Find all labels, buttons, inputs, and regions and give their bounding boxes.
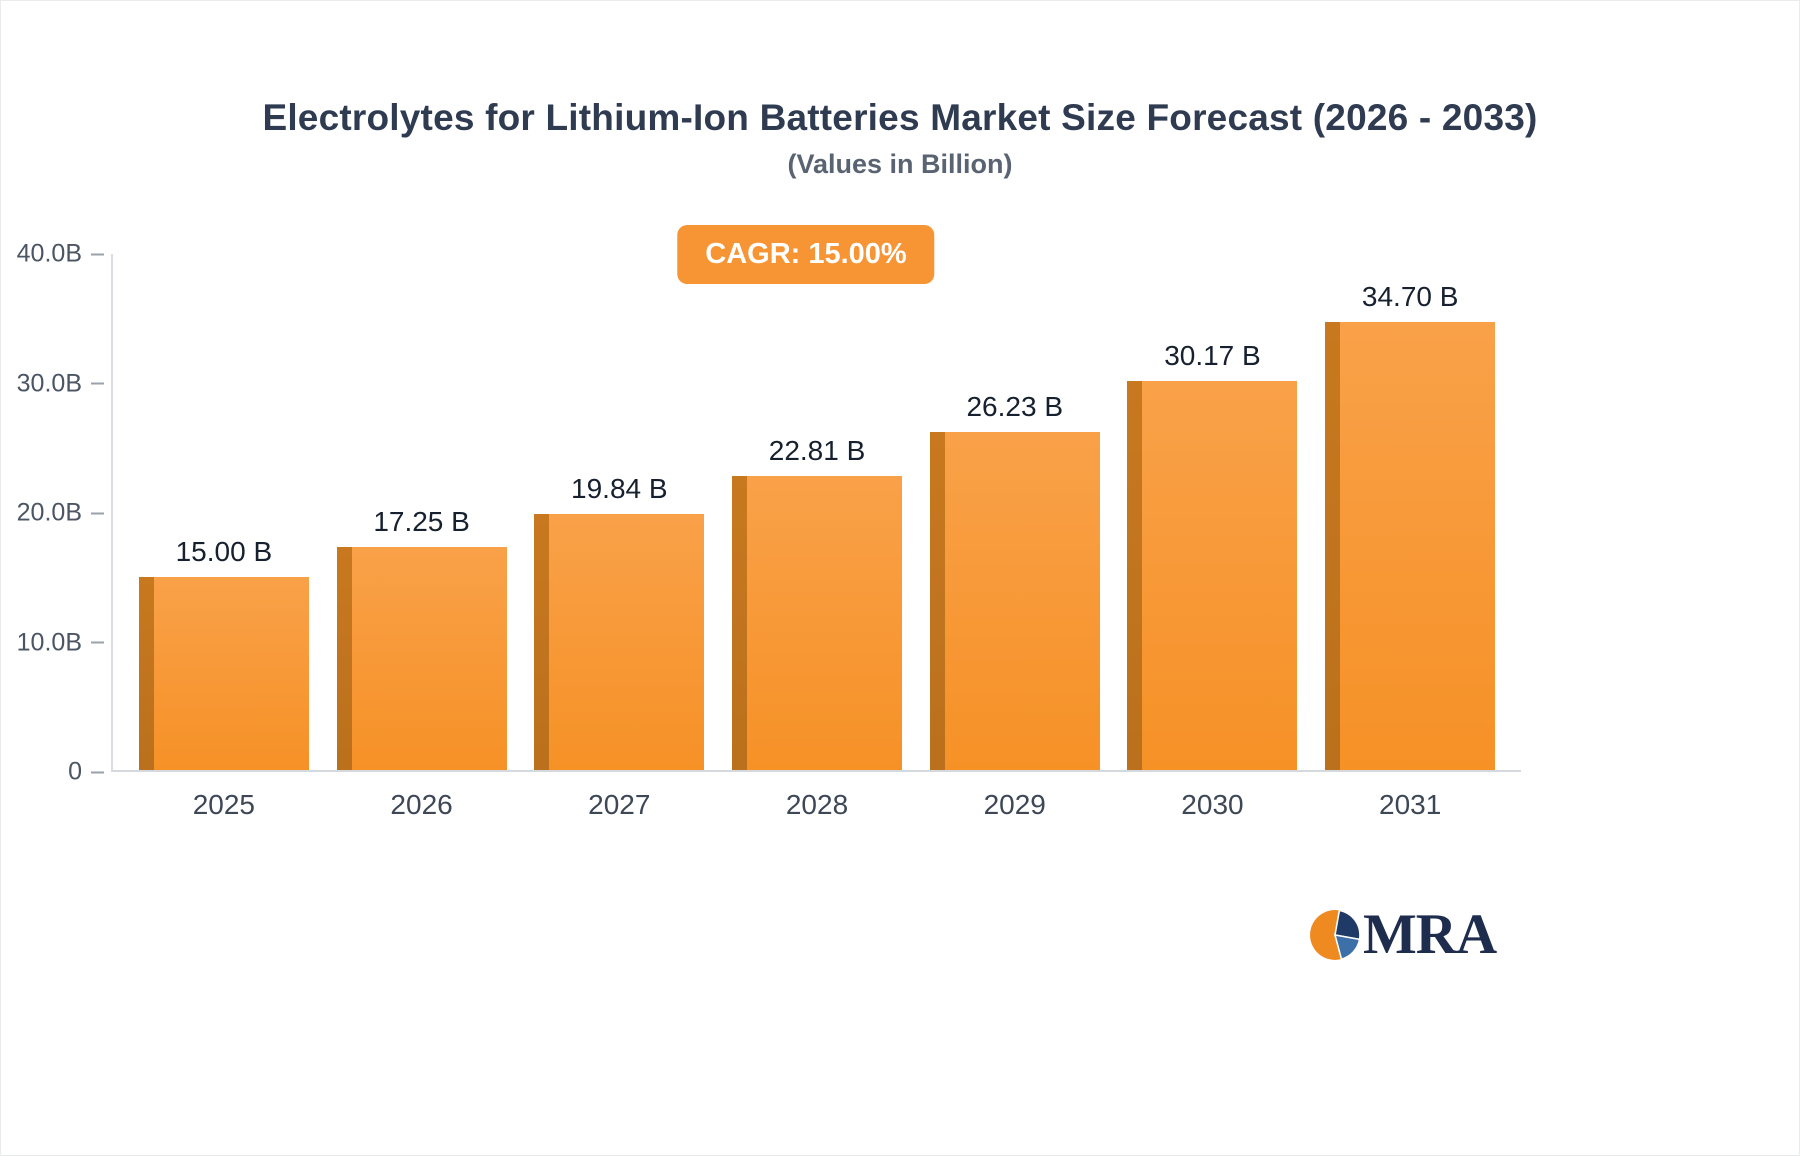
y-tick-mark xyxy=(91,382,104,385)
bar xyxy=(336,547,507,770)
bar-group: 30.17 B xyxy=(1114,254,1312,771)
bar xyxy=(929,431,1100,771)
x-labels-row: 2025 2026 2027 2028 2029 2030 2031 xyxy=(113,789,1521,821)
y-axis: 40.0B 30.0B 20.0B 10.0B 0 xyxy=(1,240,111,786)
chart-title: Electrolytes for Lithium-Ion Batteries M… xyxy=(262,97,1538,138)
x-axis-label: 2030 xyxy=(1181,789,1244,820)
bar-group: 26.23 B xyxy=(916,254,1114,771)
mra-logo: MRA xyxy=(1309,902,1497,967)
bar-group: 15.00 B xyxy=(125,254,323,770)
y-tick-label: 0 xyxy=(68,757,82,786)
mra-logo-text: MRA xyxy=(1363,903,1497,966)
bar-value-label: 34.70 B xyxy=(1361,281,1459,313)
y-tick-mark xyxy=(91,771,104,773)
bars-row: 15.00 B 17.25 B 19.84 B 22.81 B 26.23 B 30.17… xyxy=(113,254,1521,771)
bar-group: 34.70 B xyxy=(1311,254,1509,770)
bar-value-label: 30.17 B xyxy=(1164,339,1261,371)
y-tick: 30.0B xyxy=(17,369,111,398)
bar-group: 22.81 B xyxy=(718,254,916,771)
bar-value-label: 22.81 B xyxy=(768,434,866,466)
bar xyxy=(1127,380,1298,771)
y-tick-label: 40.0B xyxy=(16,239,82,268)
mra-logo-pie-icon xyxy=(1309,909,1361,961)
bar-value-label: 26.23 B xyxy=(966,390,1063,422)
bar xyxy=(138,576,309,770)
y-tick-mark xyxy=(91,512,104,514)
bar-value-label: 15.00 B xyxy=(175,535,273,567)
x-axis-label: 2028 xyxy=(785,789,849,820)
x-axis-label: 2029 xyxy=(983,789,1046,820)
chart-subtitle: (Values in Billion) xyxy=(787,149,1013,179)
bar xyxy=(732,475,903,771)
y-tick: 0 xyxy=(68,758,111,787)
y-tick-label: 20.0B xyxy=(16,498,82,527)
bar xyxy=(1325,322,1496,770)
y-tick-label: 10.0B xyxy=(16,628,82,656)
x-axis-label: 2027 xyxy=(588,789,651,820)
plot-area: 15.00 B 17.25 B 19.84 B 22.81 B 26.23 B 30.17… xyxy=(111,254,1521,772)
bar-group: 17.25 B xyxy=(323,254,521,770)
x-axis-label: 2026 xyxy=(390,789,453,820)
y-tick: 10.0B xyxy=(17,628,111,657)
x-axis-label: 2025 xyxy=(192,789,255,820)
y-tick-mark xyxy=(91,641,104,644)
y-tick: 20.0B xyxy=(17,499,111,528)
bar xyxy=(534,514,705,770)
y-tick-mark xyxy=(91,253,104,255)
cagr-badge: CAGR: 15.00% xyxy=(677,225,935,284)
x-axis-label: 2031 xyxy=(1379,789,1442,820)
bar-value-label: 19.84 B xyxy=(571,473,668,505)
y-tick: 40.0B xyxy=(17,240,111,269)
y-tick-label: 30.0B xyxy=(16,369,82,397)
bar-group: 19.84 B xyxy=(520,254,718,770)
bar-value-label: 17.25 B xyxy=(373,506,470,538)
bar-chart: 40.0B 30.0B 20.0B 10.0B 0 15.00 B 17.25 B 19.8… xyxy=(1,240,1521,786)
